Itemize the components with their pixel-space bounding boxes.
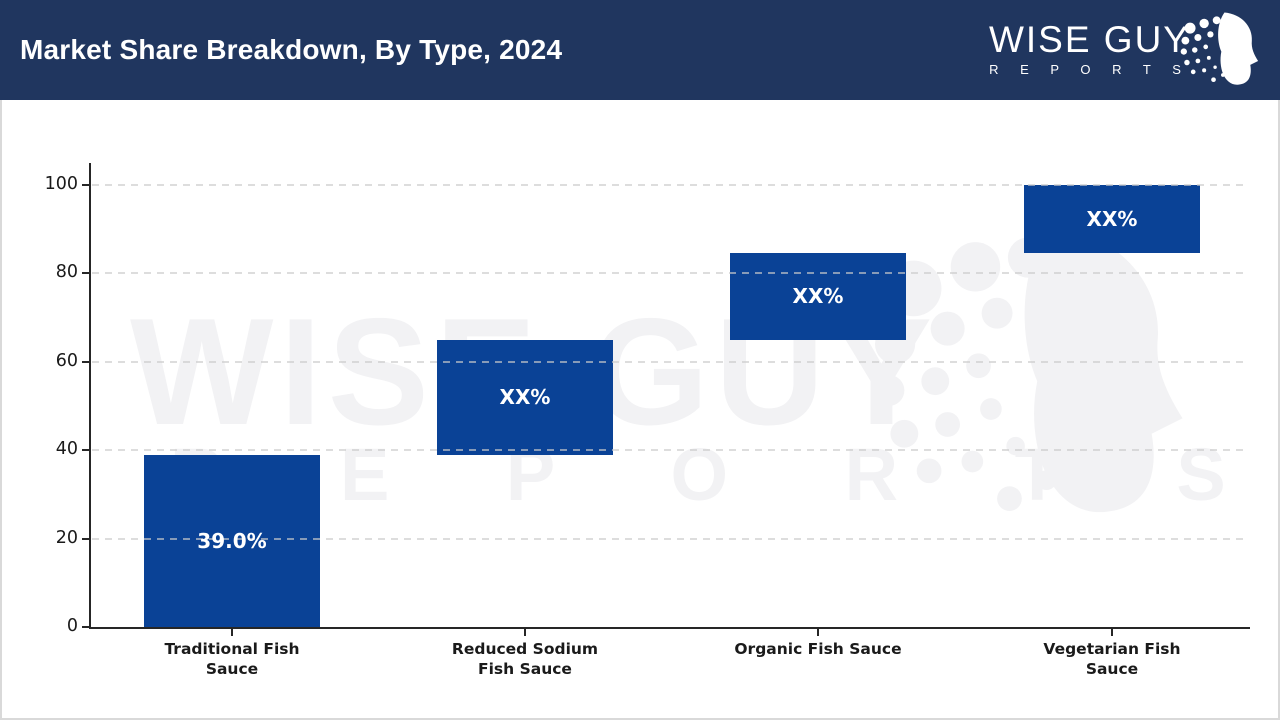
brand-name: WISE GUY xyxy=(988,19,1190,60)
y-tick-label-60: 60 xyxy=(55,350,78,371)
brand-logo: WISE GUY R E P O R T S xyxy=(989,8,1262,92)
gridline-100 xyxy=(92,184,1248,186)
watermark-head-icon xyxy=(873,226,1183,513)
x-tick-1 xyxy=(231,629,233,636)
bar-1 xyxy=(144,454,320,627)
y-tick-label-100: 100 xyxy=(44,174,78,194)
x-axis-spine xyxy=(89,627,1250,629)
bar-4 xyxy=(1024,185,1200,253)
y-tick-label-20: 20 xyxy=(55,527,78,548)
category-label-4: Vegetarian Fish Sauce xyxy=(992,639,1232,679)
x-tick-3 xyxy=(817,629,819,636)
y-tick-label-40: 40 xyxy=(55,439,78,460)
y-axis-spine xyxy=(89,163,91,629)
bar-value-label-4: XX% xyxy=(1086,206,1138,231)
y-tick-40 xyxy=(82,449,90,452)
category-label-line: Traditional Fish xyxy=(164,640,300,658)
gridline-40 xyxy=(92,449,1248,452)
page-title: Market Share Breakdown, By Type, 2024 xyxy=(20,34,563,65)
y-tick-100 xyxy=(82,184,90,186)
category-label-1: Traditional Fish Sauce xyxy=(112,639,352,679)
bar-3 xyxy=(730,252,906,340)
x-tick-4 xyxy=(1111,629,1113,636)
bar-value-label-3: XX% xyxy=(792,284,844,309)
y-tick-80 xyxy=(82,272,90,275)
brand-logo-text: WISE GUY R E P O R T S xyxy=(989,21,1190,79)
x-tick-2 xyxy=(524,629,526,636)
header-bar: Market Share Breakdown, By Type, 2024 WI… xyxy=(0,0,1280,100)
category-label-line: Fish Sauce xyxy=(478,660,572,678)
category-label-line: Organic Fish Sauce xyxy=(734,640,902,658)
brand-subtitle: R E P O R T S xyxy=(989,62,1190,77)
category-label-line: Sauce xyxy=(205,660,259,678)
bar-value-label-1: 39.0% xyxy=(197,528,267,553)
wiseguy-head-icon xyxy=(1180,12,1259,85)
gridline-80 xyxy=(92,272,1248,275)
y-tick-60 xyxy=(82,360,90,363)
y-tick-label-80: 80 xyxy=(55,262,78,283)
y-tick-label-0: 0 xyxy=(66,616,78,636)
gridline-20 xyxy=(92,537,1248,540)
category-label-2: Reduced Sodium Fish Sauce xyxy=(405,639,645,679)
bar-2 xyxy=(437,339,613,455)
bar-value-label-2: XX% xyxy=(499,385,551,410)
category-label-line: Reduced Sodium xyxy=(451,640,599,658)
gridline-60 xyxy=(92,360,1248,363)
category-label-line: Vegetarian Fish xyxy=(1043,640,1181,658)
category-label-3: Organic Fish Sauce xyxy=(698,639,938,659)
chart-canvas: WISE GUY R E P O R T S 0 20 40 60 80 100 39.0%… xyxy=(0,100,1280,720)
y-tick-0 xyxy=(82,626,90,628)
category-label-line: Sauce xyxy=(1085,660,1139,678)
y-tick-20 xyxy=(82,537,90,540)
